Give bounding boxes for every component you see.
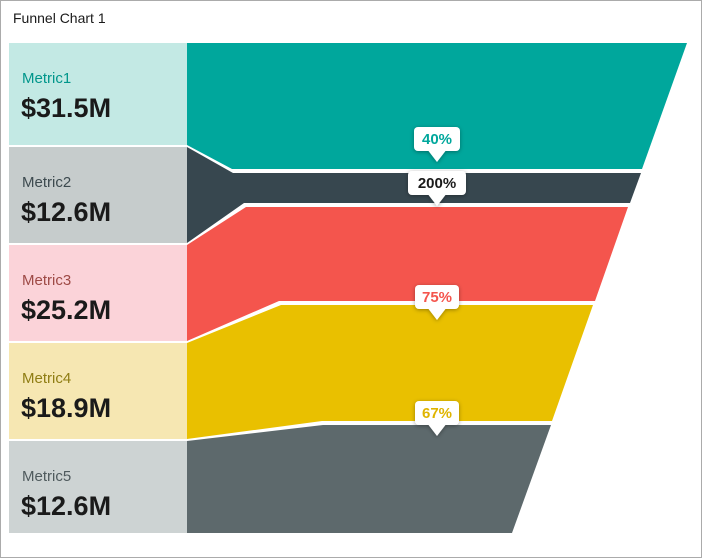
conversion-rate-label-4: 67% (422, 405, 452, 422)
funnel-segment-3[interactable] (187, 207, 628, 341)
funnel-segment-1[interactable] (187, 43, 687, 169)
stage-name-2: Metric2 (22, 174, 71, 191)
conversion-rate-label-3: 75% (422, 289, 452, 306)
stage-value-3: $25.2M (21, 295, 111, 325)
conversion-rate-label-2: 200% (418, 175, 456, 192)
stage-value-2: $12.6M (21, 197, 111, 227)
stage-value-5: $12.6M (21, 491, 111, 521)
conversion-badge-1: 40% (414, 127, 460, 162)
badge-box (415, 285, 459, 309)
badge-box (415, 401, 459, 425)
funnel-stage-1[interactable]: Metric1 $31.5M (9, 43, 687, 169)
stage-name-5: Metric5 (22, 468, 71, 485)
stage-name-1: Metric1 (22, 70, 71, 87)
badge-box (408, 171, 466, 195)
stage-label-panel-5[interactable] (9, 441, 187, 533)
stage-label-panel-1[interactable] (9, 43, 187, 145)
stage-label-panel-2[interactable] (9, 147, 187, 243)
conversion-badge-4: 67% (415, 401, 459, 436)
stage-name-4: Metric4 (22, 370, 71, 387)
badge-pointer-icon (427, 149, 447, 162)
stage-name-3: Metric3 (22, 272, 71, 289)
badge-pointer-icon (427, 423, 447, 436)
funnel-stage-3[interactable]: Metric3 $25.2M (9, 207, 628, 341)
funnel-stage-4[interactable]: Metric4 $18.9M (9, 305, 593, 439)
funnel-segment-4[interactable] (187, 305, 593, 439)
stage-value-1: $31.5M (21, 93, 111, 123)
badge-box (414, 127, 460, 151)
conversion-rate-label-1: 40% (422, 131, 452, 148)
chart-title: Funnel Chart 1 (13, 10, 106, 26)
conversion-badge-3: 75% (415, 285, 459, 320)
funnel-segment-5[interactable] (187, 425, 551, 533)
stage-value-4: $18.9M (21, 393, 111, 423)
conversion-badge-2: 200% (408, 171, 466, 206)
badge-pointer-icon (427, 307, 447, 320)
badge-pointer-icon (427, 193, 447, 206)
stage-label-panel-3[interactable] (9, 245, 187, 341)
funnel-stage-5[interactable]: Metric5 $12.6M (9, 425, 551, 533)
stage-label-panel-4[interactable] (9, 343, 187, 439)
